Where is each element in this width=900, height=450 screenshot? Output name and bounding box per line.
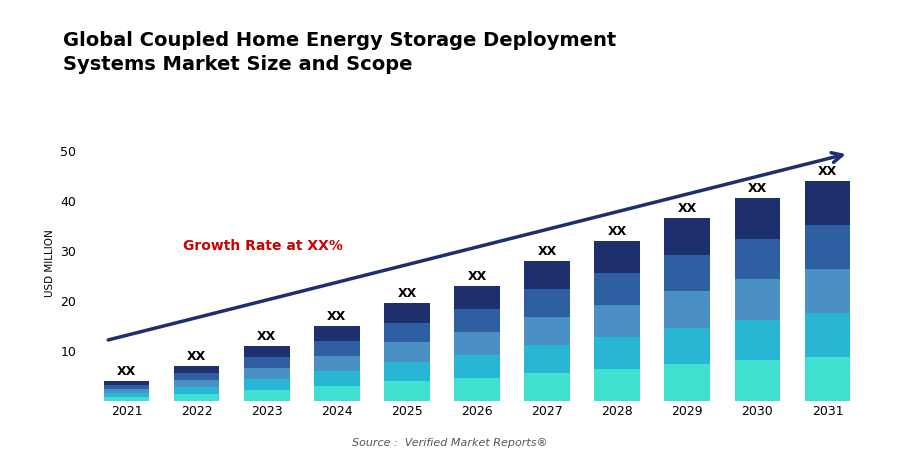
Bar xyxy=(174,393,220,400)
Bar xyxy=(734,320,780,360)
Bar xyxy=(664,291,710,328)
Bar xyxy=(805,269,850,313)
Bar xyxy=(805,181,850,225)
Bar xyxy=(734,239,780,279)
Bar xyxy=(454,355,500,378)
Text: XX: XX xyxy=(257,329,276,342)
Text: XX: XX xyxy=(537,245,557,258)
Bar xyxy=(244,346,290,356)
Bar xyxy=(314,386,360,400)
Bar xyxy=(805,356,850,400)
Bar xyxy=(174,379,220,387)
Bar xyxy=(594,305,640,337)
Bar xyxy=(244,356,290,368)
Text: XX: XX xyxy=(678,202,697,216)
Bar xyxy=(594,337,640,369)
Text: Growth Rate at XX%: Growth Rate at XX% xyxy=(183,239,343,253)
Text: XX: XX xyxy=(117,364,136,378)
Bar xyxy=(104,392,149,396)
Bar xyxy=(454,378,500,401)
Bar xyxy=(594,241,640,273)
Bar xyxy=(525,289,570,317)
Text: Source :  Verified Market Reports®: Source : Verified Market Reports® xyxy=(352,437,548,447)
Text: XX: XX xyxy=(467,270,487,283)
Bar xyxy=(594,369,640,400)
Bar xyxy=(314,370,360,386)
Y-axis label: USD MILLION: USD MILLION xyxy=(45,230,55,297)
Bar xyxy=(805,225,850,269)
Bar xyxy=(104,396,149,400)
Bar xyxy=(314,341,360,356)
Bar xyxy=(244,378,290,390)
Bar xyxy=(734,360,780,400)
Bar xyxy=(805,313,850,356)
Bar xyxy=(174,387,220,393)
Text: XX: XX xyxy=(818,165,837,178)
Bar xyxy=(104,381,149,385)
Bar xyxy=(384,361,429,381)
Text: XX: XX xyxy=(187,350,206,363)
Bar xyxy=(384,303,429,323)
Bar xyxy=(174,365,220,373)
Bar xyxy=(664,218,710,255)
Bar xyxy=(734,279,780,320)
Text: XX: XX xyxy=(608,225,626,238)
Bar xyxy=(525,373,570,400)
Bar xyxy=(664,255,710,291)
Bar xyxy=(384,381,429,400)
Bar xyxy=(174,373,220,379)
Bar xyxy=(525,261,570,289)
Bar xyxy=(104,388,149,392)
Bar xyxy=(525,317,570,345)
Text: XX: XX xyxy=(397,287,417,300)
Text: XX: XX xyxy=(328,310,346,323)
Bar xyxy=(664,364,710,400)
Text: XX: XX xyxy=(748,182,767,195)
Bar xyxy=(664,328,710,364)
Bar xyxy=(454,332,500,355)
Bar xyxy=(525,345,570,373)
Bar xyxy=(384,323,429,342)
Bar xyxy=(454,309,500,332)
Bar xyxy=(734,198,780,239)
Bar xyxy=(314,356,360,370)
Bar xyxy=(104,385,149,388)
Bar xyxy=(244,368,290,378)
Bar xyxy=(244,390,290,400)
Text: Global Coupled Home Energy Storage Deployment
Systems Market Size and Scope: Global Coupled Home Energy Storage Deplo… xyxy=(63,32,616,74)
Bar xyxy=(384,342,429,361)
Bar xyxy=(314,326,360,341)
Bar xyxy=(454,286,500,309)
Bar xyxy=(594,273,640,305)
